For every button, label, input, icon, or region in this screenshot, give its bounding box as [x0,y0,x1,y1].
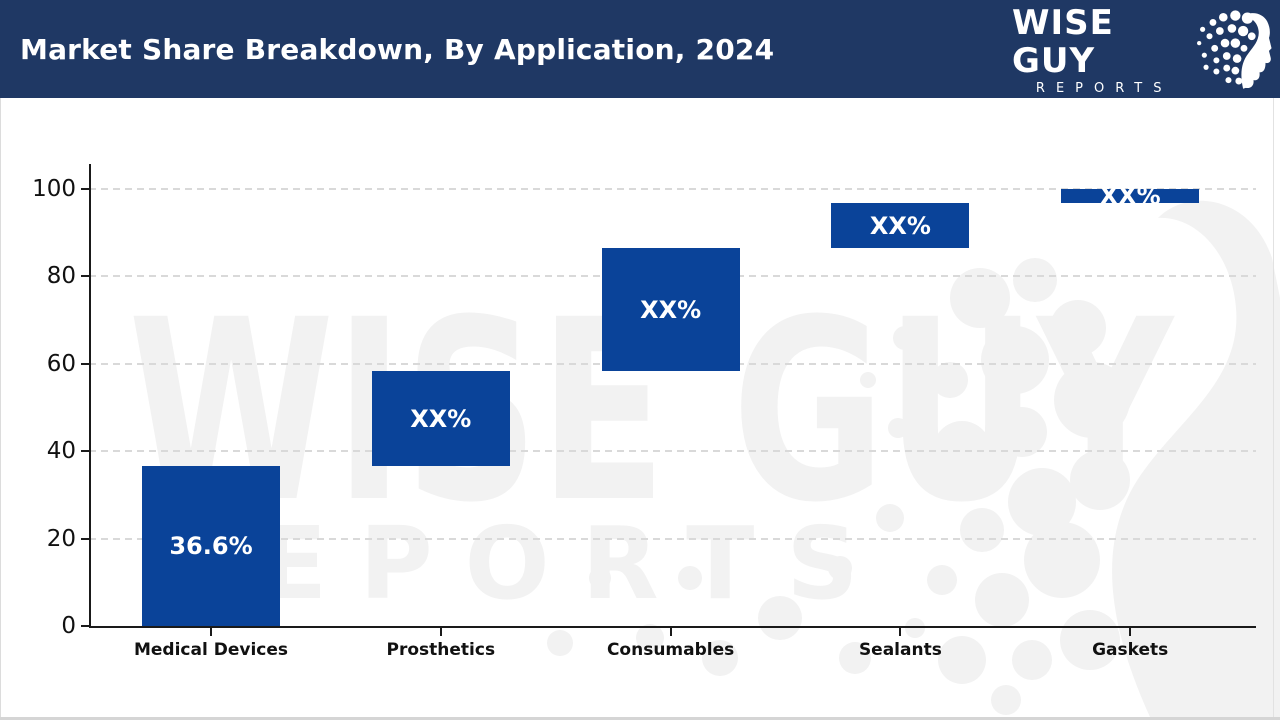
chart-plot-area: WISE GUY REPORTS 36.6% XX% XX% XX% XX% 0 20 40… [0,98,1280,717]
y-tick-mark [81,187,89,190]
bottom-border-strip [0,717,1280,720]
x-category-label: Prosthetics [386,640,496,660]
bar-consumables: XX% [601,248,740,372]
gridline [89,450,1256,452]
bar-prosthetics: XX% [371,371,510,466]
watermark-head-shape [1112,200,1280,717]
y-tick-mark [81,362,89,365]
right-border [1273,98,1274,717]
x-tick-mark [210,628,212,636]
gridline [89,187,1256,190]
x-tick-mark [669,628,672,636]
x-category-label: Sealants [858,640,942,660]
dotted-head-profile-icon [1197,10,1272,89]
y-tick-label: 40 [46,438,76,464]
x-category-label: Medical Devices [133,640,288,660]
bar-value-label: 36.6% [169,531,253,560]
wise-guy-logo: WISE GUY REPORTS [1012,4,1272,96]
header-bar: Market Share Breakdown, By Application, … [0,0,1280,98]
y-tick-mark [81,537,89,540]
x-tick-mark [899,628,902,636]
bar-gaskets: XX% [1061,182,1200,210]
page-title: Market Share Breakdown, By Application, … [20,32,775,66]
bar-value-label: XX% [869,211,931,240]
logo-line2: REPORTS [1035,81,1173,96]
y-tick-mark [81,625,89,627]
x-category-label: Consumables [606,640,735,660]
logo-line1: WISE GUY [1012,3,1114,81]
watermark-layer: WISE GUY REPORTS [128,200,1280,717]
y-tick-label: 20 [46,525,76,552]
y-axis-spine [89,164,91,628]
y-tick-label: 80 [46,263,76,289]
x-tick-mark [439,628,442,636]
y-tick-label: 60 [46,350,76,377]
bar-value-label: XX% [1099,181,1161,210]
bar-value-label: XX% [410,404,472,433]
gridline [89,537,1256,540]
x-category-label: Gaskets [1092,640,1169,660]
y-tick-label: 100 [32,175,76,202]
bar-value-label: XX% [640,295,702,324]
x-axis-spine [89,626,1256,628]
y-tick-mark [81,450,89,452]
y-tick-label: 0 [61,613,76,639]
x-tick-mark [1129,628,1132,636]
y-tick-mark [81,275,89,277]
left-border [0,98,1,720]
logo-wordmark: WISE GUY REPORTS [1012,4,1190,96]
bar-sealants: XX% [831,203,970,249]
bar-medical-devices: 36.6% [142,465,280,626]
